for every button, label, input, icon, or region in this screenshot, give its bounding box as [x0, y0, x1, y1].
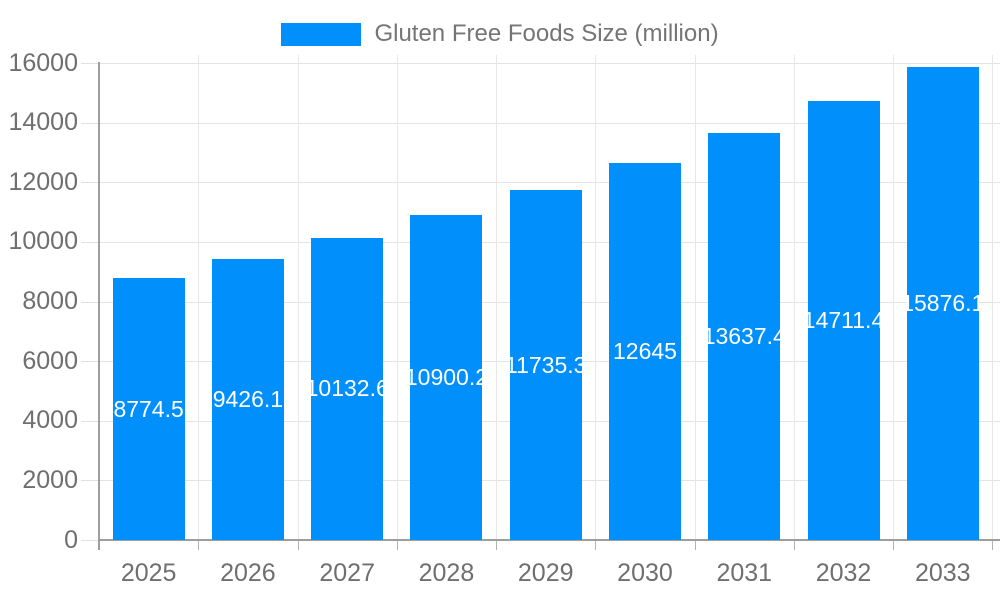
- bar-2032: 14711.4: [807, 101, 880, 540]
- y-axis-tick-label: 0: [64, 525, 78, 554]
- y-gridline: [99, 122, 1000, 124]
- bar-2025: 8774.5: [112, 278, 185, 540]
- x-gridline: [595, 55, 597, 540]
- x-gridline: [893, 55, 895, 540]
- x-axis-tick-label: 2030: [617, 559, 673, 587]
- x-tick-mark: [694, 540, 696, 550]
- x-tick-mark: [893, 540, 895, 550]
- bar-2029: 11735.3: [509, 190, 582, 540]
- y-axis-tick-label: 2000: [22, 465, 78, 494]
- x-tick-mark: [793, 540, 795, 550]
- bar-data-label: 10900.2: [410, 364, 483, 390]
- y-tick-mark: [81, 182, 99, 184]
- x-axis-tick-label: 2032: [815, 559, 872, 587]
- y-axis-tick-label: 10000: [8, 227, 78, 256]
- y-axis-line: [98, 62, 100, 550]
- y-tick-mark: [81, 241, 99, 243]
- y-tick-mark: [81, 540, 99, 541]
- x-gridline: [396, 55, 398, 540]
- y-axis-tick-label: 16000: [8, 48, 78, 77]
- bar-data-label: 9426.1: [212, 385, 284, 412]
- bar-data-label: 8774.5: [113, 395, 184, 422]
- bar-2033: 15876.1: [906, 66, 979, 540]
- legend-label: Gluten Free Foods Size (million): [374, 20, 719, 47]
- x-tick-mark: [595, 540, 597, 550]
- y-axis-tick-label: 14000: [8, 108, 78, 137]
- x-gridline: [297, 55, 299, 540]
- y-tick-mark: [81, 301, 99, 303]
- y-gridline: [99, 182, 1000, 184]
- bar-data-label: 14711.4: [807, 307, 880, 334]
- y-axis-tick-label: 12000: [8, 167, 78, 196]
- bar-2030: 12645: [608, 163, 681, 540]
- y-tick-mark: [81, 480, 99, 482]
- bar-data-label: 10132.6: [311, 375, 384, 402]
- bar-data-label: 13637.4: [708, 323, 781, 350]
- bar-2027: 10132.6: [311, 237, 384, 540]
- x-axis-tick-label: 2026: [220, 559, 276, 587]
- x-tick-mark: [496, 540, 498, 550]
- bar-2031: 13637.4: [708, 133, 781, 540]
- y-tick-mark: [81, 361, 99, 363]
- x-gridline: [793, 55, 795, 540]
- y-axis-tick-label: 4000: [22, 406, 78, 435]
- y-gridline: [99, 63, 1000, 64]
- bar-data-label: 15876.1: [906, 289, 979, 316]
- x-axis-tick-label: 2029: [517, 559, 574, 587]
- x-gridline: [992, 55, 994, 540]
- x-axis-line: [98, 539, 1000, 541]
- bar-data-label: 11735.3: [510, 351, 582, 378]
- x-axis-tick-label: 2031: [716, 559, 773, 587]
- x-tick-mark: [992, 540, 994, 550]
- y-tick-mark: [81, 63, 99, 64]
- bar-2026: 9426.1: [211, 258, 284, 540]
- x-gridline: [694, 55, 696, 540]
- y-axis-tick-label: 8000: [22, 287, 78, 315]
- legend-swatch: [281, 22, 362, 46]
- legend[interactable]: Gluten Free Foods Size (million): [0, 20, 1000, 48]
- x-tick-mark: [396, 540, 398, 550]
- x-axis-tick-label: 2028: [418, 559, 475, 587]
- bar-data-label: 12645: [613, 338, 677, 364]
- y-axis-tick-label: 6000: [22, 346, 78, 375]
- x-tick-mark: [297, 540, 299, 550]
- x-axis-tick-label: 2027: [319, 559, 375, 587]
- bar-2028: 10900.2: [410, 215, 483, 540]
- y-tick-mark: [81, 122, 99, 124]
- x-axis-tick-label: 2025: [120, 559, 177, 587]
- x-gridline: [198, 55, 200, 540]
- x-axis-tick-label: 2033: [914, 559, 971, 587]
- x-gridline: [496, 55, 498, 540]
- y-tick-mark: [81, 420, 99, 422]
- x-tick-mark: [198, 540, 200, 550]
